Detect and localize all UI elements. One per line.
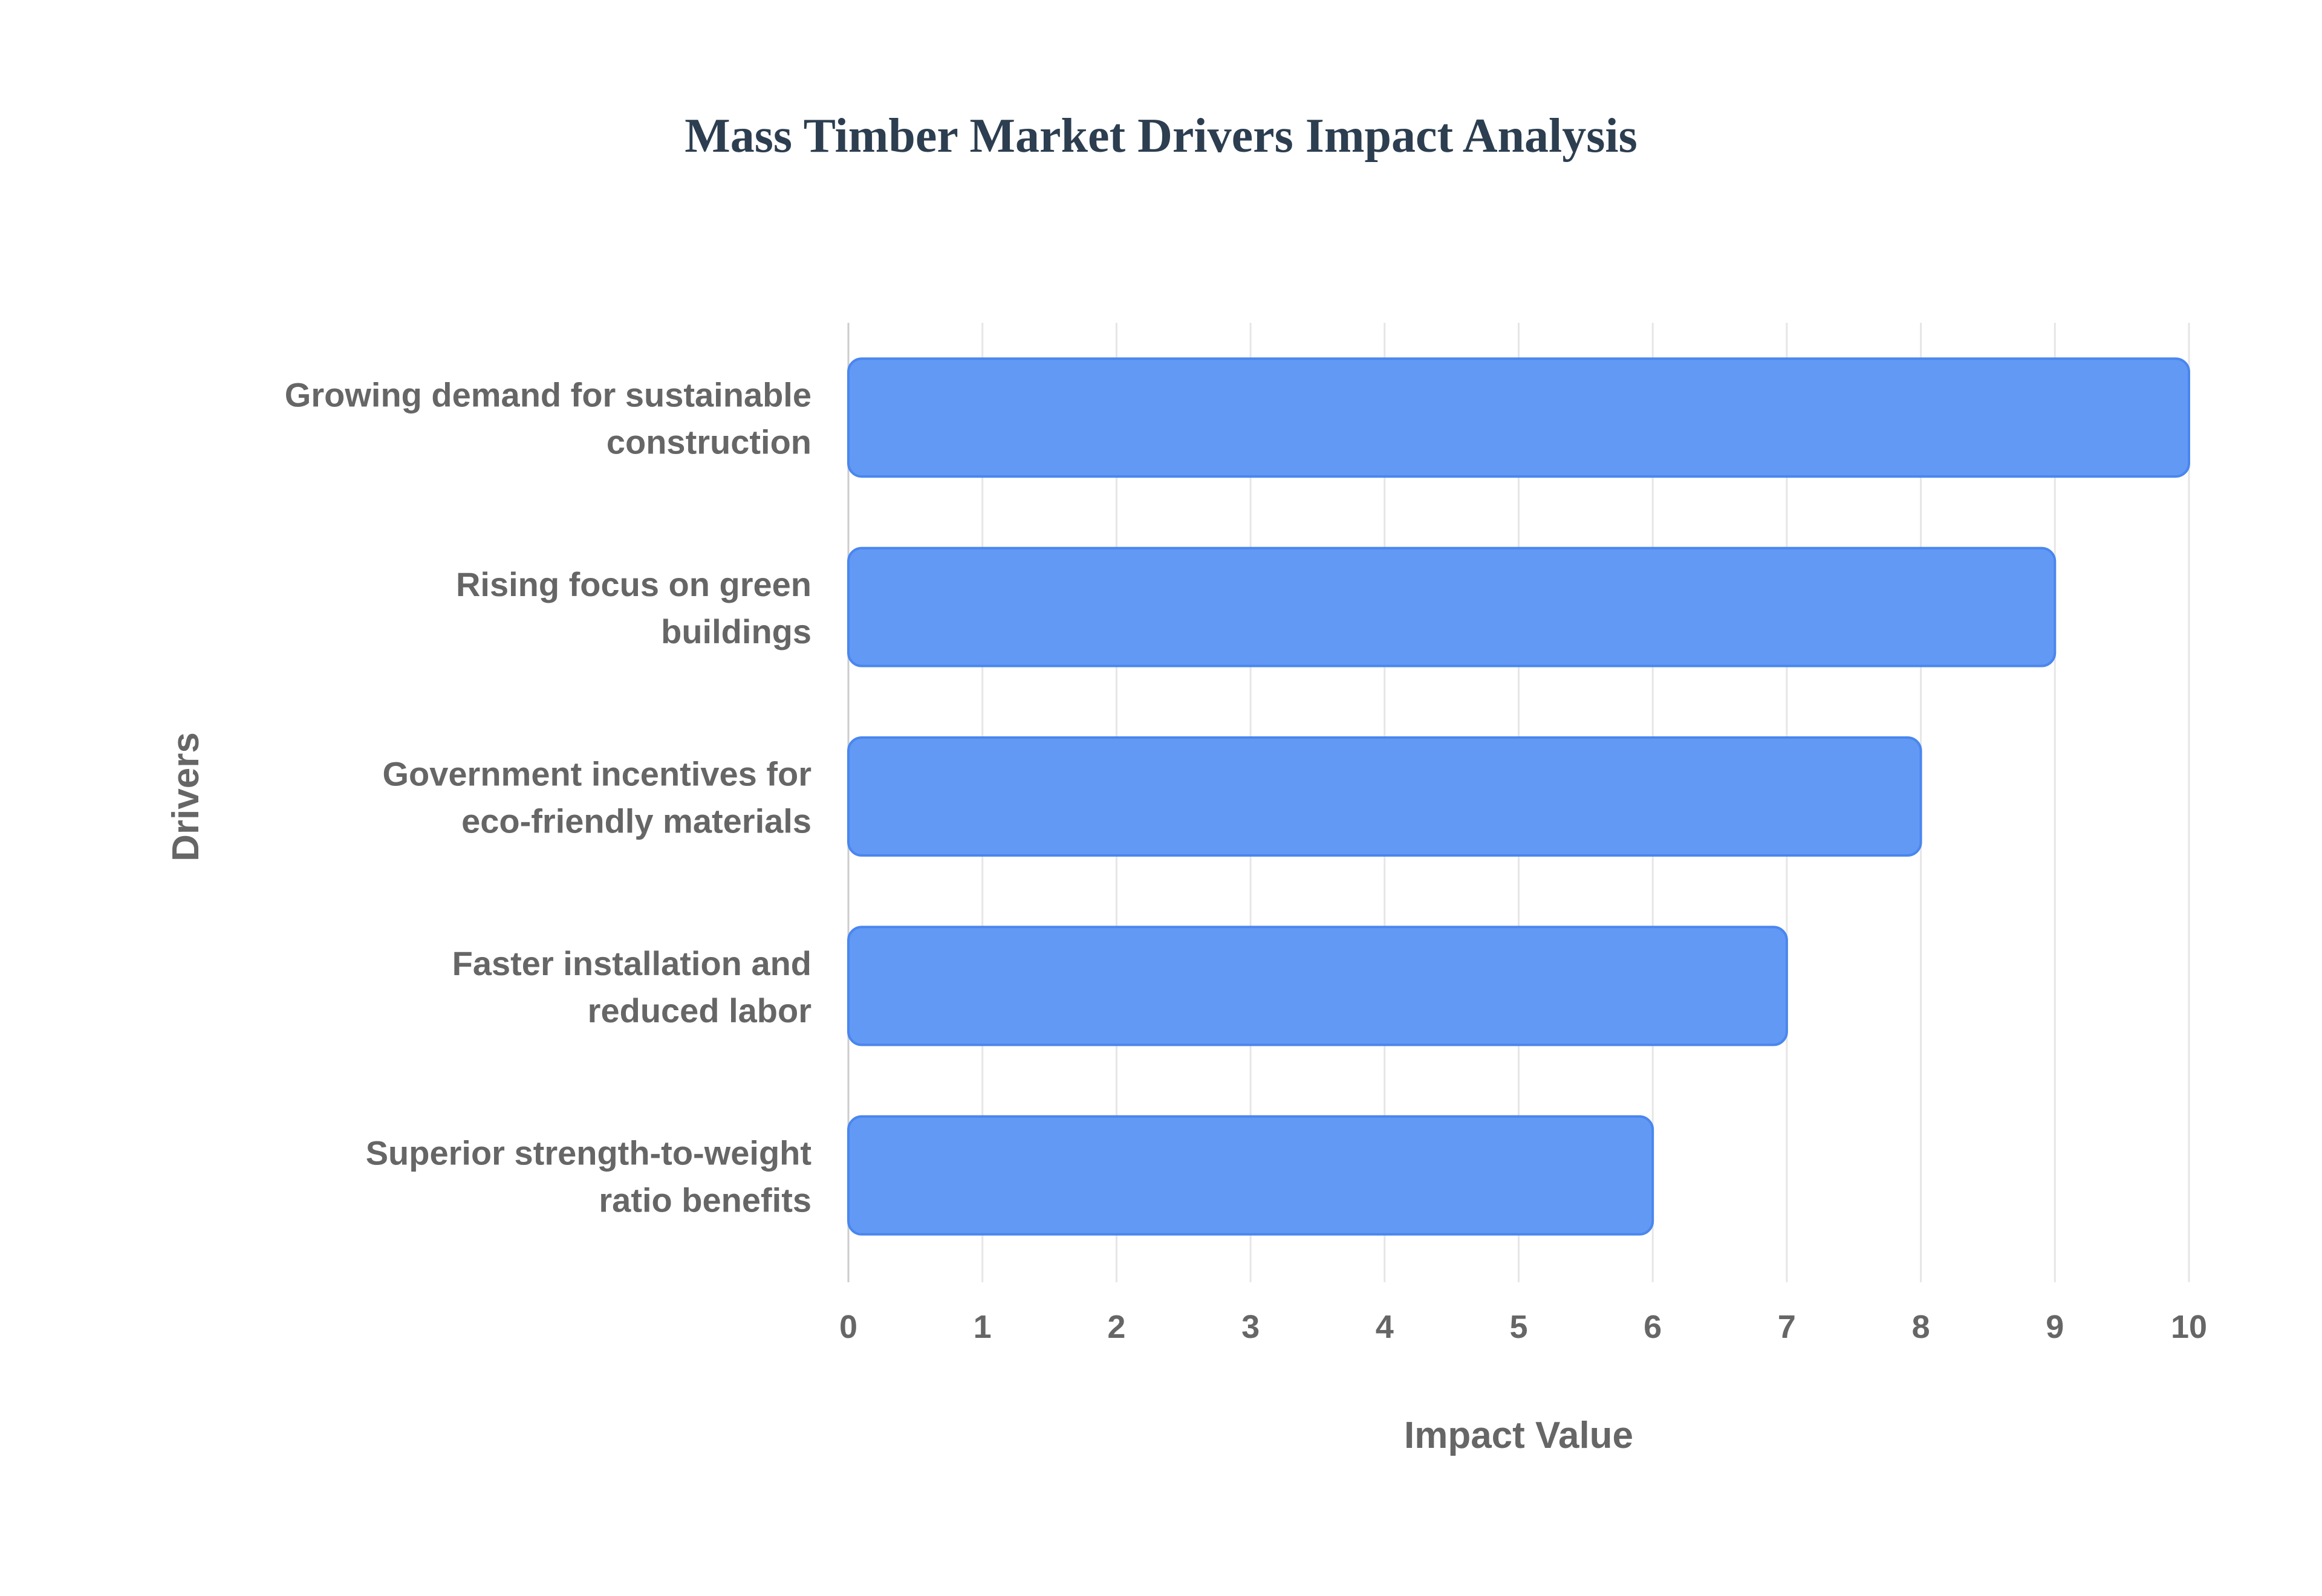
- x-tick-label: 3: [1241, 1309, 1260, 1345]
- category-label-line: construction: [607, 423, 811, 461]
- x-tick-label: 1: [974, 1309, 992, 1345]
- x-tick-label: 8: [1912, 1309, 1930, 1345]
- category-label-line: reduced labor: [588, 991, 811, 1030]
- bar: [847, 357, 2190, 478]
- x-axis-title: Impact Value: [1404, 1415, 1633, 1456]
- category-label: Superior strength-to-weight ratio benefit…: [366, 1134, 811, 1219]
- bar: [847, 736, 1922, 857]
- y-axis-title: Drivers: [165, 732, 207, 861]
- category-label-line: buildings: [661, 612, 811, 650]
- x-tick-label: 4: [1376, 1309, 1394, 1345]
- x-tick-label: 7: [1778, 1309, 1796, 1345]
- category-label-line: Rising focus on green: [456, 565, 811, 603]
- bar: [847, 1115, 1654, 1236]
- x-tick-label: 10: [2171, 1309, 2207, 1345]
- x-tick-label: 0: [839, 1309, 857, 1345]
- bar: [847, 926, 1788, 1046]
- category-label-line: ratio benefits: [599, 1181, 811, 1219]
- category-label-line: Growing demand for sustainable: [285, 376, 811, 414]
- category-label: Rising focus on green buildings: [456, 565, 811, 650]
- category-label-line: Faster installation and: [452, 944, 811, 982]
- category-label: Government incentives for eco-friendly ma…: [382, 755, 811, 840]
- x-tick-label: 6: [1644, 1309, 1662, 1345]
- category-label: Growing demand for sustainable constructi…: [285, 376, 811, 461]
- category-label-line: eco-friendly materials: [461, 802, 811, 840]
- category-label: Faster installation and reduced labor: [452, 944, 811, 1030]
- x-tick-label: 2: [1107, 1309, 1125, 1345]
- x-tick-label: 9: [2046, 1309, 2064, 1345]
- chart-title: Mass Timber Market Drivers Impact Analys…: [685, 109, 1637, 163]
- bar: [847, 547, 2057, 667]
- category-label-line: Superior strength-to-weight: [366, 1134, 811, 1172]
- category-label-line: Government incentives for: [382, 755, 811, 793]
- x-tick-label: 5: [1509, 1309, 1527, 1345]
